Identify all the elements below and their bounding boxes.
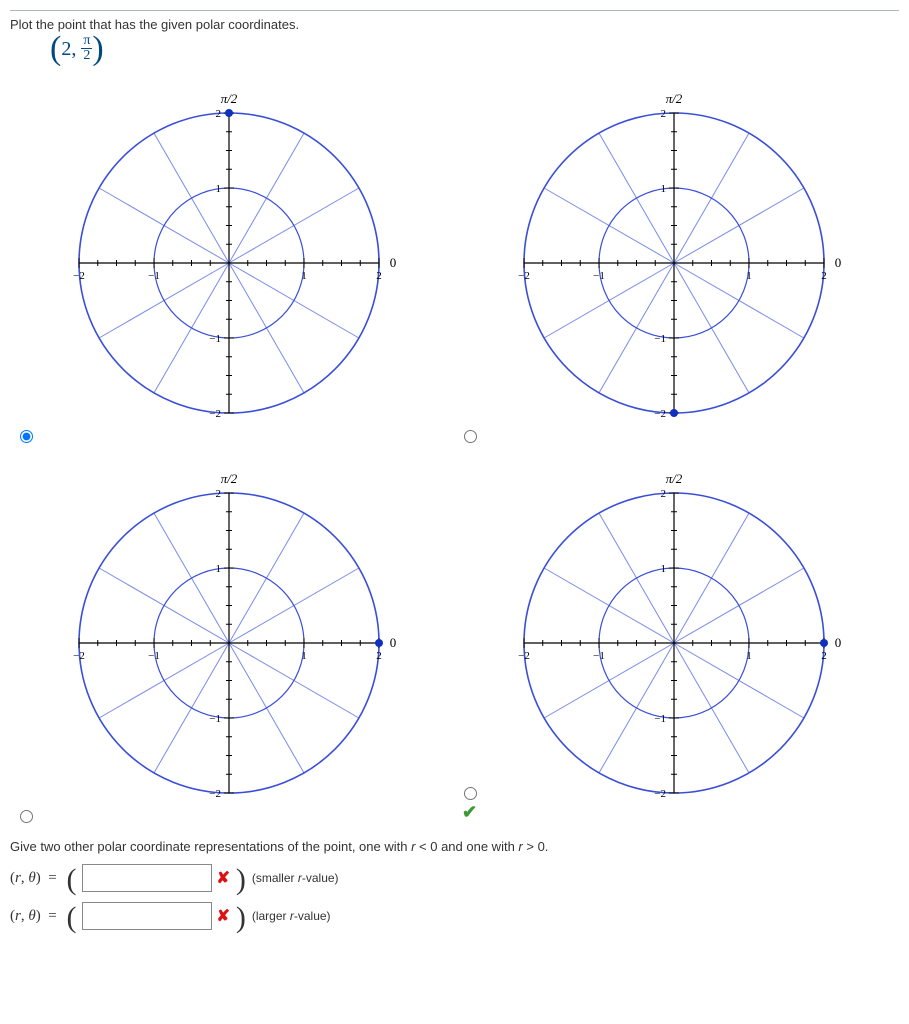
svg-text:1: 1 [746, 270, 752, 282]
svg-text:−1: −1 [209, 713, 221, 725]
given-coordinates: (2, π2) [50, 36, 104, 65]
answer-lhs: (r, θ) = [10, 908, 60, 925]
svg-text:0: 0 [834, 635, 841, 650]
option-A-radio[interactable] [20, 430, 33, 443]
svg-text:2: 2 [216, 488, 222, 500]
answer-note: (larger r-value) [252, 909, 331, 923]
svg-text:−2: −2 [654, 408, 666, 420]
top-rule [10, 10, 899, 11]
correct-check-icon: ✔ [462, 802, 477, 823]
svg-text:1: 1 [301, 270, 307, 282]
question-prompt: Plot the point that has the given polar … [10, 17, 899, 32]
option-D-radio[interactable] [464, 787, 477, 800]
svg-text:−2: −2 [209, 788, 221, 800]
option-C: −2 −1 1 2 −2 −1 1 2 π/2 0 [10, 453, 455, 823]
svg-text:1: 1 [301, 650, 307, 662]
svg-text:−2: −2 [73, 270, 85, 282]
answers-block: (r, θ) = (✘)(smaller r-value) (r, θ) = (✘… [10, 864, 899, 930]
svg-text:0: 0 [834, 255, 841, 270]
wrong-x-icon: ✘ [216, 868, 229, 888]
given-r: 2 [61, 38, 71, 60]
svg-text:1: 1 [216, 183, 222, 195]
answer-lhs: (r, θ) = [10, 870, 60, 887]
option-D: ✔ −2 −1 1 2 −2 −1 1 2 π/2 0 [455, 453, 900, 823]
svg-text:−1: −1 [593, 650, 605, 662]
plotted-point [820, 639, 828, 647]
svg-text:2: 2 [216, 108, 222, 120]
svg-text:0: 0 [390, 635, 397, 650]
polar-chart: −2 −1 1 2 −2 −1 1 2 π/2 0 [44, 453, 414, 823]
svg-text:π/2: π/2 [665, 471, 682, 486]
svg-text:π/2: π/2 [221, 471, 238, 486]
svg-text:−1: −1 [209, 333, 221, 345]
svg-text:−1: −1 [148, 270, 160, 282]
polar-chart: −2 −1 1 2 −2 −1 1 2 π/2 0 [489, 453, 859, 823]
option-B: −2 −1 1 2 −2 −1 1 2 π/2 0 [455, 73, 900, 443]
options-grid: −2−112−2−112π/20−2−112−2−112π/20−2−112−2… [10, 73, 899, 823]
svg-text:2: 2 [376, 270, 382, 282]
svg-text:2: 2 [660, 488, 666, 500]
svg-text:−1: −1 [654, 333, 666, 345]
answer-row-1: (r, θ) = (✘)(larger r-value) [10, 902, 899, 930]
svg-text:0: 0 [390, 255, 397, 270]
svg-text:1: 1 [746, 650, 752, 662]
svg-text:−1: −1 [148, 650, 160, 662]
given-theta-num: π [81, 34, 92, 49]
svg-text:−2: −2 [73, 650, 85, 662]
option-A: −2 −1 1 2 −2 −1 1 2 π/2 0 [10, 73, 455, 443]
svg-text:−2: −2 [654, 788, 666, 800]
svg-text:2: 2 [660, 108, 666, 120]
given-theta-den: 2 [81, 49, 92, 63]
wrong-x-icon: ✘ [216, 906, 229, 926]
answer-input-1[interactable] [82, 902, 212, 930]
svg-text:−2: −2 [518, 270, 530, 282]
option-C-radio[interactable] [20, 810, 33, 823]
svg-text:−1: −1 [593, 270, 605, 282]
svg-text:π/2: π/2 [665, 91, 682, 106]
svg-text:π/2: π/2 [221, 91, 238, 106]
svg-text:−2: −2 [209, 408, 221, 420]
answer-note: (smaller r-value) [252, 871, 339, 885]
svg-text:1: 1 [660, 563, 666, 575]
svg-text:2: 2 [376, 650, 382, 662]
polar-chart: −2 −1 1 2 −2 −1 1 2 π/2 0 [489, 73, 859, 443]
svg-text:1: 1 [660, 183, 666, 195]
answer-input-0[interactable] [82, 864, 212, 892]
svg-text:1: 1 [216, 563, 222, 575]
svg-text:2: 2 [821, 270, 827, 282]
option-B-radio[interactable] [464, 430, 477, 443]
svg-text:−1: −1 [654, 713, 666, 725]
answer-row-0: (r, θ) = (✘)(smaller r-value) [10, 864, 899, 892]
plotted-point [225, 109, 233, 117]
plotted-point [670, 409, 678, 417]
plotted-point [375, 639, 383, 647]
polar-chart: −2 −1 1 2 −2 −1 1 2 π/2 0 [44, 73, 414, 443]
followup-prompt: Give two other polar coordinate represen… [10, 839, 899, 854]
svg-text:−2: −2 [518, 650, 530, 662]
svg-text:2: 2 [821, 650, 827, 662]
